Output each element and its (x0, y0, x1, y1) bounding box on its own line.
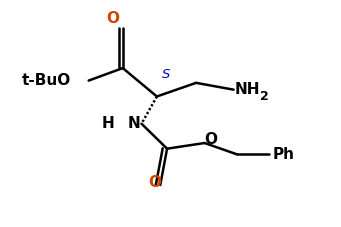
Text: t-BuO: t-BuO (22, 73, 71, 88)
Text: NH: NH (235, 82, 260, 97)
Text: O: O (106, 11, 119, 26)
Text: 2: 2 (260, 90, 268, 103)
Text: Ph: Ph (273, 147, 295, 162)
Text: O: O (205, 132, 218, 147)
Text: N: N (128, 116, 140, 131)
Text: O: O (149, 175, 162, 190)
Text: H: H (102, 116, 114, 131)
Text: S: S (162, 68, 171, 81)
